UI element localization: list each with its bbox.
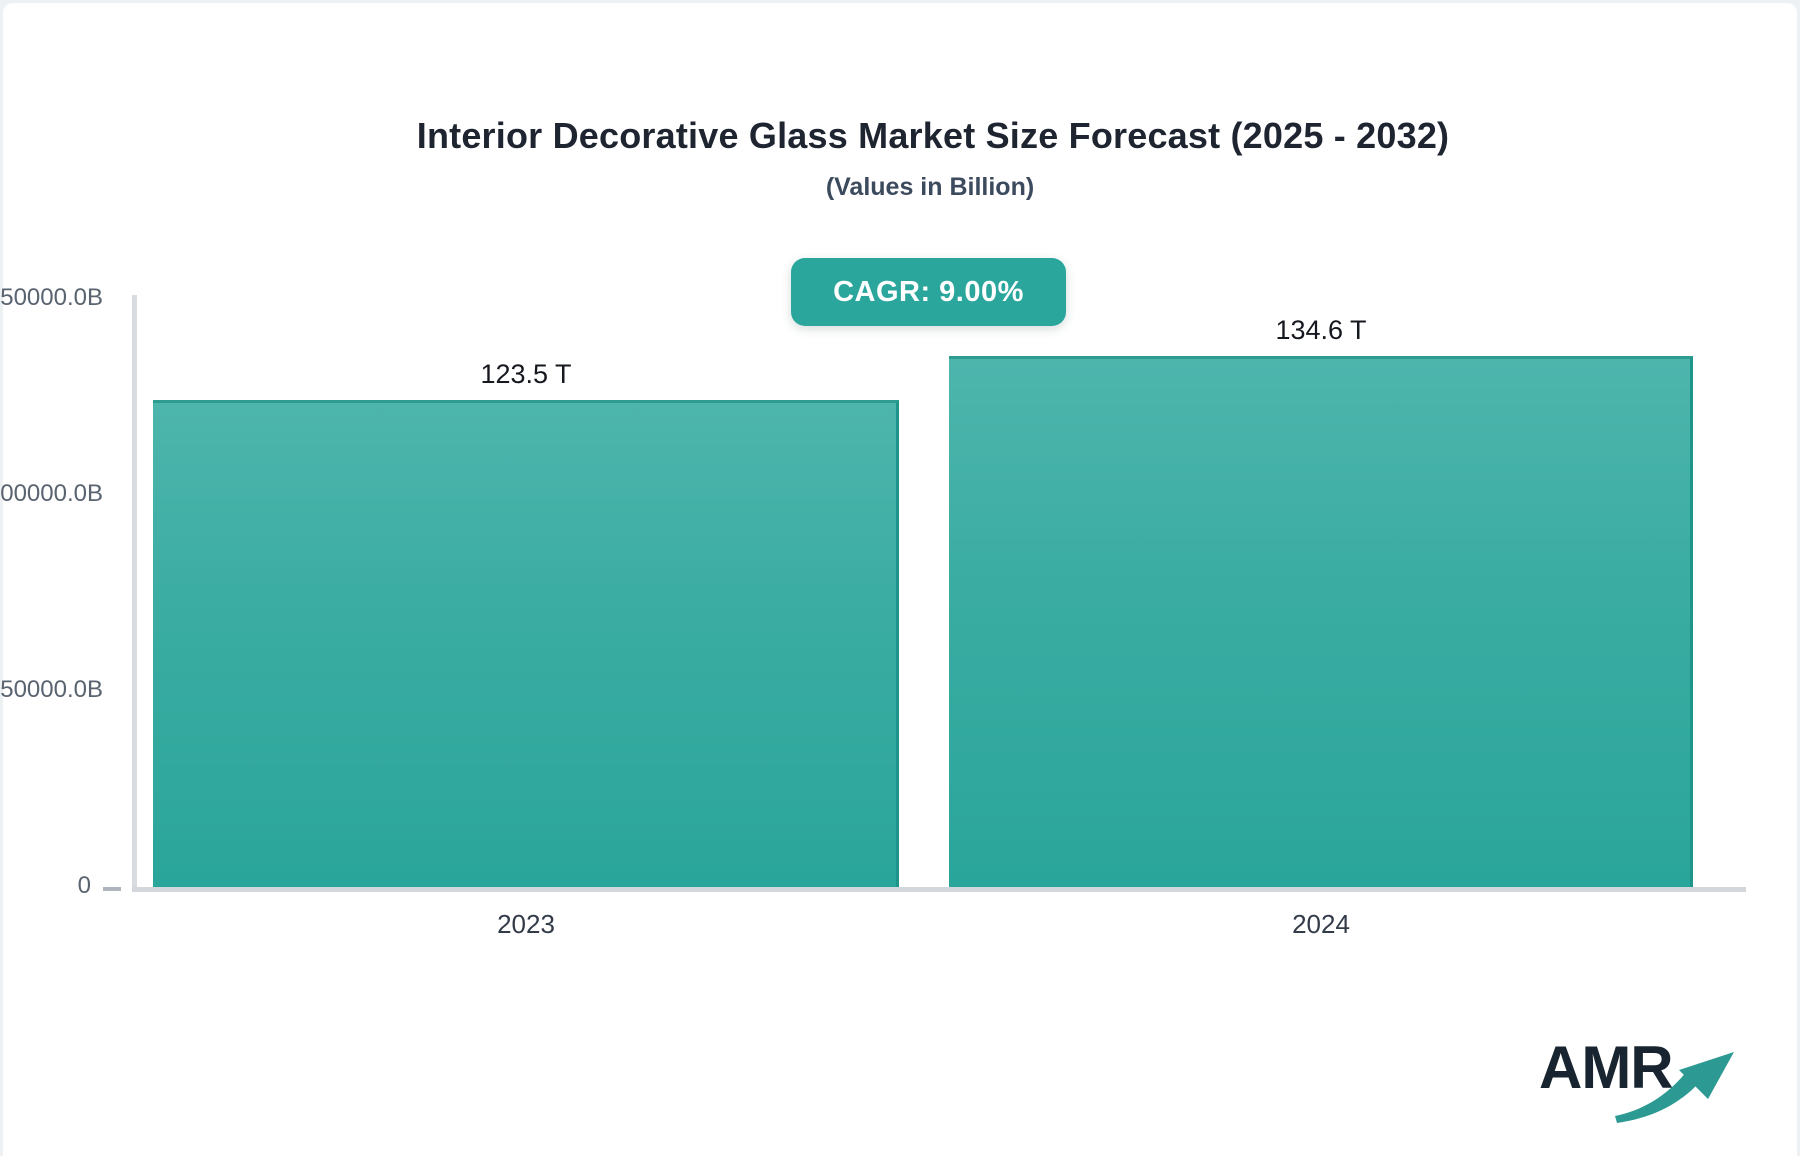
chart-card: Interior Decorative Glass Market Size Fo… [0, 3, 1797, 1156]
bar-2024[interactable] [949, 356, 1693, 887]
chart-title: Interior Decorative Glass Market Size Fo… [416, 115, 1450, 156]
y-axis-tick-label: 150000.0B [0, 284, 103, 311]
x-axis-tick-label: 2023 [497, 909, 555, 939]
y-axis-tick-label: 100000.0B [0, 480, 103, 507]
amr-logo: AMR [1539, 1031, 1769, 1126]
y-axis-line [132, 295, 137, 887]
cagr-badge: CAGR: 9.00% [791, 258, 1066, 326]
chart-stage: Interior Decorative Glass Market Size Fo… [0, 3, 1797, 1156]
amr-logo-text: AMR [1539, 1034, 1674, 1101]
bar-group-2024: 134.6 T 2024 [949, 295, 1693, 939]
growth-arrow-icon [1615, 1052, 1734, 1123]
bar-value-label: 123.5 T [480, 359, 572, 389]
chart-subtitle: (Values in Billion) [825, 173, 1035, 201]
y-axis-tick-label: 50000.0B [0, 676, 103, 703]
bar-2023[interactable] [153, 400, 899, 887]
bar-value-label: 134.6 T [1275, 315, 1367, 345]
bar-group-2023: 123.5 T 2023 [153, 295, 899, 939]
zero-tick-mark [103, 887, 121, 891]
cagr-badge-label: CAGR: 9.00% [833, 275, 1024, 308]
x-axis-line [132, 887, 1746, 892]
y-axis-tick-label: 0 [77, 872, 91, 899]
x-axis-tick-label: 2024 [1292, 909, 1350, 939]
